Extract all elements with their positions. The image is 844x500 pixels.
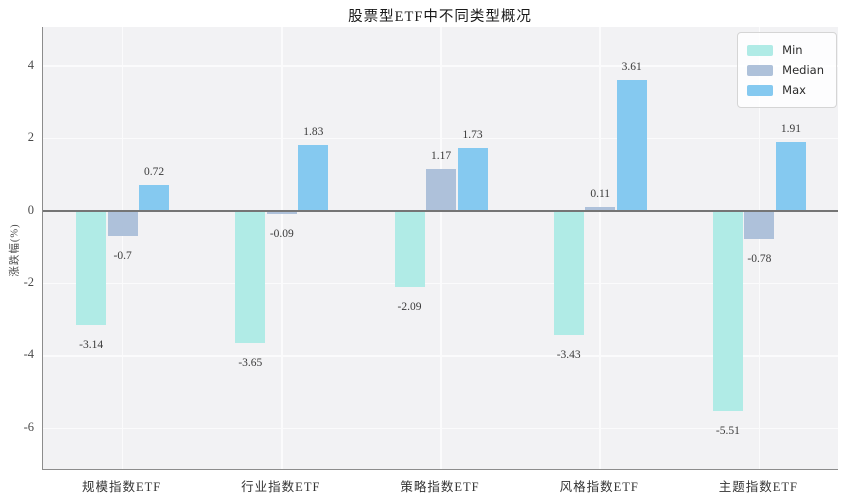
x-tick-label: 规模指数ETF [81,480,162,494]
y-tick-label: -2 [23,274,34,289]
legend-label: Max [782,83,806,97]
zero-axis-line [43,210,838,212]
bar-median-4 [744,211,775,240]
x-tick-label: 主题指数ETF [718,480,799,494]
gridline-vertical [281,27,283,469]
bar-max-1 [298,144,329,211]
plot-area: -3.14 -3.65 -2.09 -3.43 -5.51 -0.7 -0.09 1.17 0.… [42,27,838,470]
x-tick-label: 风格指数ETF [559,480,639,494]
bar-median-1 [266,211,297,215]
bar-max-4 [775,141,806,211]
bar-value-label: -0.09 [269,228,294,241]
bar-max-3 [616,80,647,211]
x-tick-label: 策略指数ETF [400,480,480,494]
bar-value-label: -2.09 [397,300,422,313]
bar-min-1 [235,211,266,344]
y-tick-label: -4 [23,347,34,362]
legend-label: Min [782,43,803,57]
bar-value-label: 0.11 [590,188,611,201]
bar-value-label: 1.73 [462,129,483,142]
bar-value-label: -0.78 [747,253,772,266]
y-axis-label: 涨跌幅(%) [9,223,21,277]
chart-title: 股票型ETF中不同类型概况 [348,9,532,25]
bar-value-label: 1.83 [303,125,324,138]
bar-value-label: -3.65 [238,357,263,370]
gridline-vertical [758,27,761,469]
bar-median-3 [585,207,616,211]
bar-min-4 [712,211,743,411]
legend-label: Median [782,63,824,77]
gridline-vertical [440,27,442,469]
legend-item-median: Median [747,60,824,80]
bar-value-label: -3.14 [79,338,104,351]
gridline-vertical [599,27,601,469]
bar-max-0 [139,184,170,211]
bar-value-label: 0.72 [144,165,165,178]
bar-value-label: -5.51 [715,424,740,437]
y-tick-label: 2 [27,130,34,145]
legend-swatch-median [747,64,774,76]
bar-max-2 [457,148,488,211]
bar-min-3 [553,211,584,336]
y-tick-label: 0 [27,202,34,217]
gridline-vertical [121,27,124,469]
legend-item-max: Max [747,80,824,100]
bar-value-label: 3.61 [621,61,642,74]
legend-item-min: Min [747,40,824,60]
legend-swatch-min [747,44,774,56]
legend-swatch-max [747,84,774,96]
bar-min-0 [76,211,107,325]
bar-median-2 [426,168,456,211]
y-tick-label: 4 [27,57,34,72]
bar-value-label: 1.17 [430,149,452,162]
bar-min-2 [394,211,425,287]
legend: Min Median Max [737,32,837,108]
bar-value-label: -0.7 [113,250,132,263]
y-tick-label: -6 [23,419,34,434]
bar-value-label: 1.91 [780,122,801,135]
bar-value-label: -3.43 [556,349,581,362]
x-tick-label: 行业指数ETF [241,480,321,494]
bar-median-0 [107,211,138,237]
